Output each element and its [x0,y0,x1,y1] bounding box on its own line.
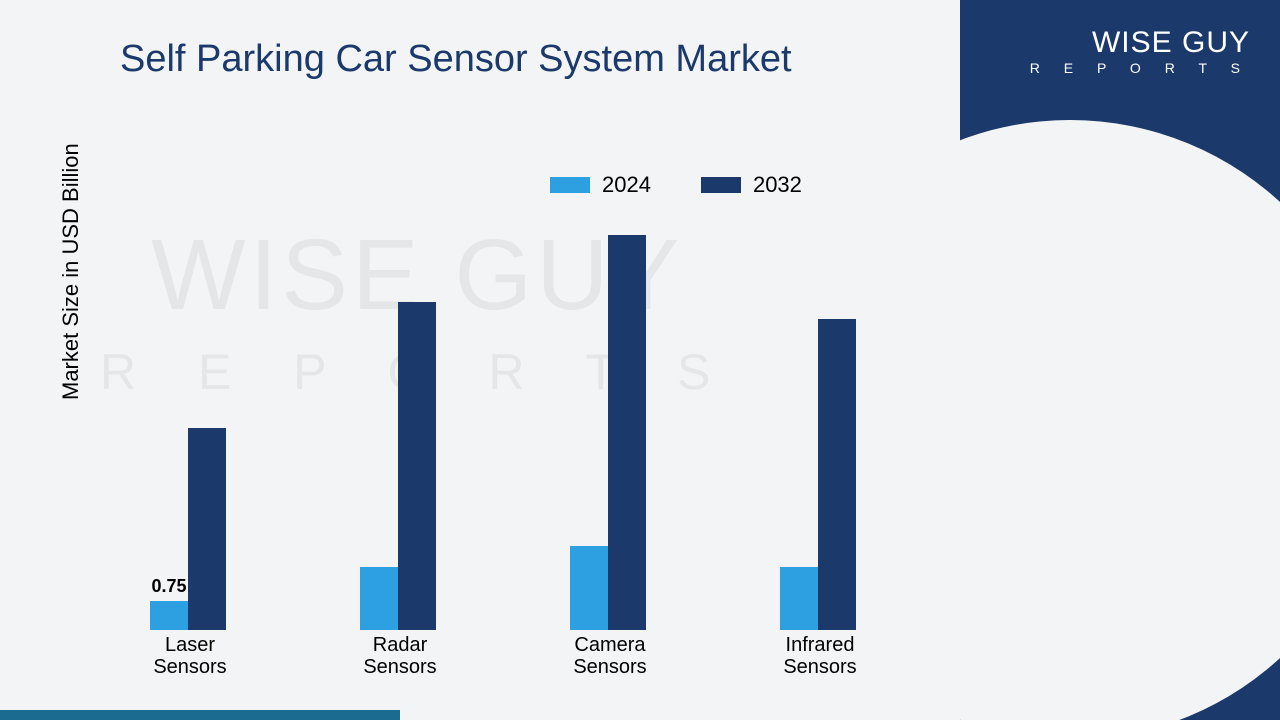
legend-label-2024: 2024 [602,172,651,198]
legend-swatch-2024 [550,177,590,193]
legend: 2024 2032 [550,172,802,198]
page: WISE GUY R E P O R T S WISE GUY R E P O … [0,0,1280,720]
bar-2024 [570,546,608,630]
bottom-strip [0,710,400,720]
legend-item-2032: 2032 [701,172,802,198]
x-axis-label: CameraSensors [540,630,680,678]
bar-2024 [150,601,188,630]
x-axis-label: LaserSensors [120,630,260,678]
brand-logo: WISE GUY R E P O R T S [1030,26,1250,76]
bar-2032 [188,428,226,630]
bar-2032 [398,302,436,630]
x-axis-label: InfraredSensors [750,630,890,678]
logo-text-2: R E P O R T S [1030,60,1250,76]
legend-label-2032: 2032 [753,172,802,198]
value-label: 0.75 [151,576,186,597]
y-axis-label: Market Size in USD Billion [58,143,84,400]
bar-2032 [608,235,646,630]
legend-item-2024: 2024 [550,172,651,198]
legend-swatch-2032 [701,177,741,193]
bar-2024 [360,567,398,630]
x-axis-label: RadarSensors [330,630,470,678]
chart-title: Self Parking Car Sensor System Market [120,38,792,82]
bar-2024 [780,567,818,630]
bar-chart: LaserSensorsRadarSensorsCameraSensorsInf… [120,210,940,630]
bar-2032 [818,319,856,630]
logo-text-1: WISE GUY [1030,26,1250,60]
